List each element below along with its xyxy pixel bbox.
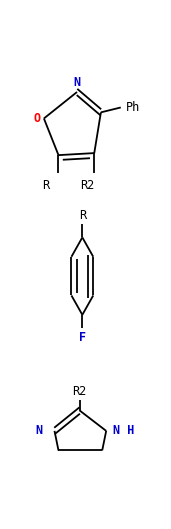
Text: O: O (34, 112, 41, 125)
Text: N: N (74, 76, 81, 89)
Text: R2: R2 (73, 385, 87, 398)
Text: R2: R2 (81, 179, 95, 192)
Text: Ph: Ph (126, 101, 140, 114)
Text: N: N (35, 424, 43, 437)
Text: R: R (42, 179, 49, 192)
Text: N H: N H (113, 424, 134, 437)
Text: F: F (79, 331, 86, 344)
Text: R: R (79, 208, 86, 222)
